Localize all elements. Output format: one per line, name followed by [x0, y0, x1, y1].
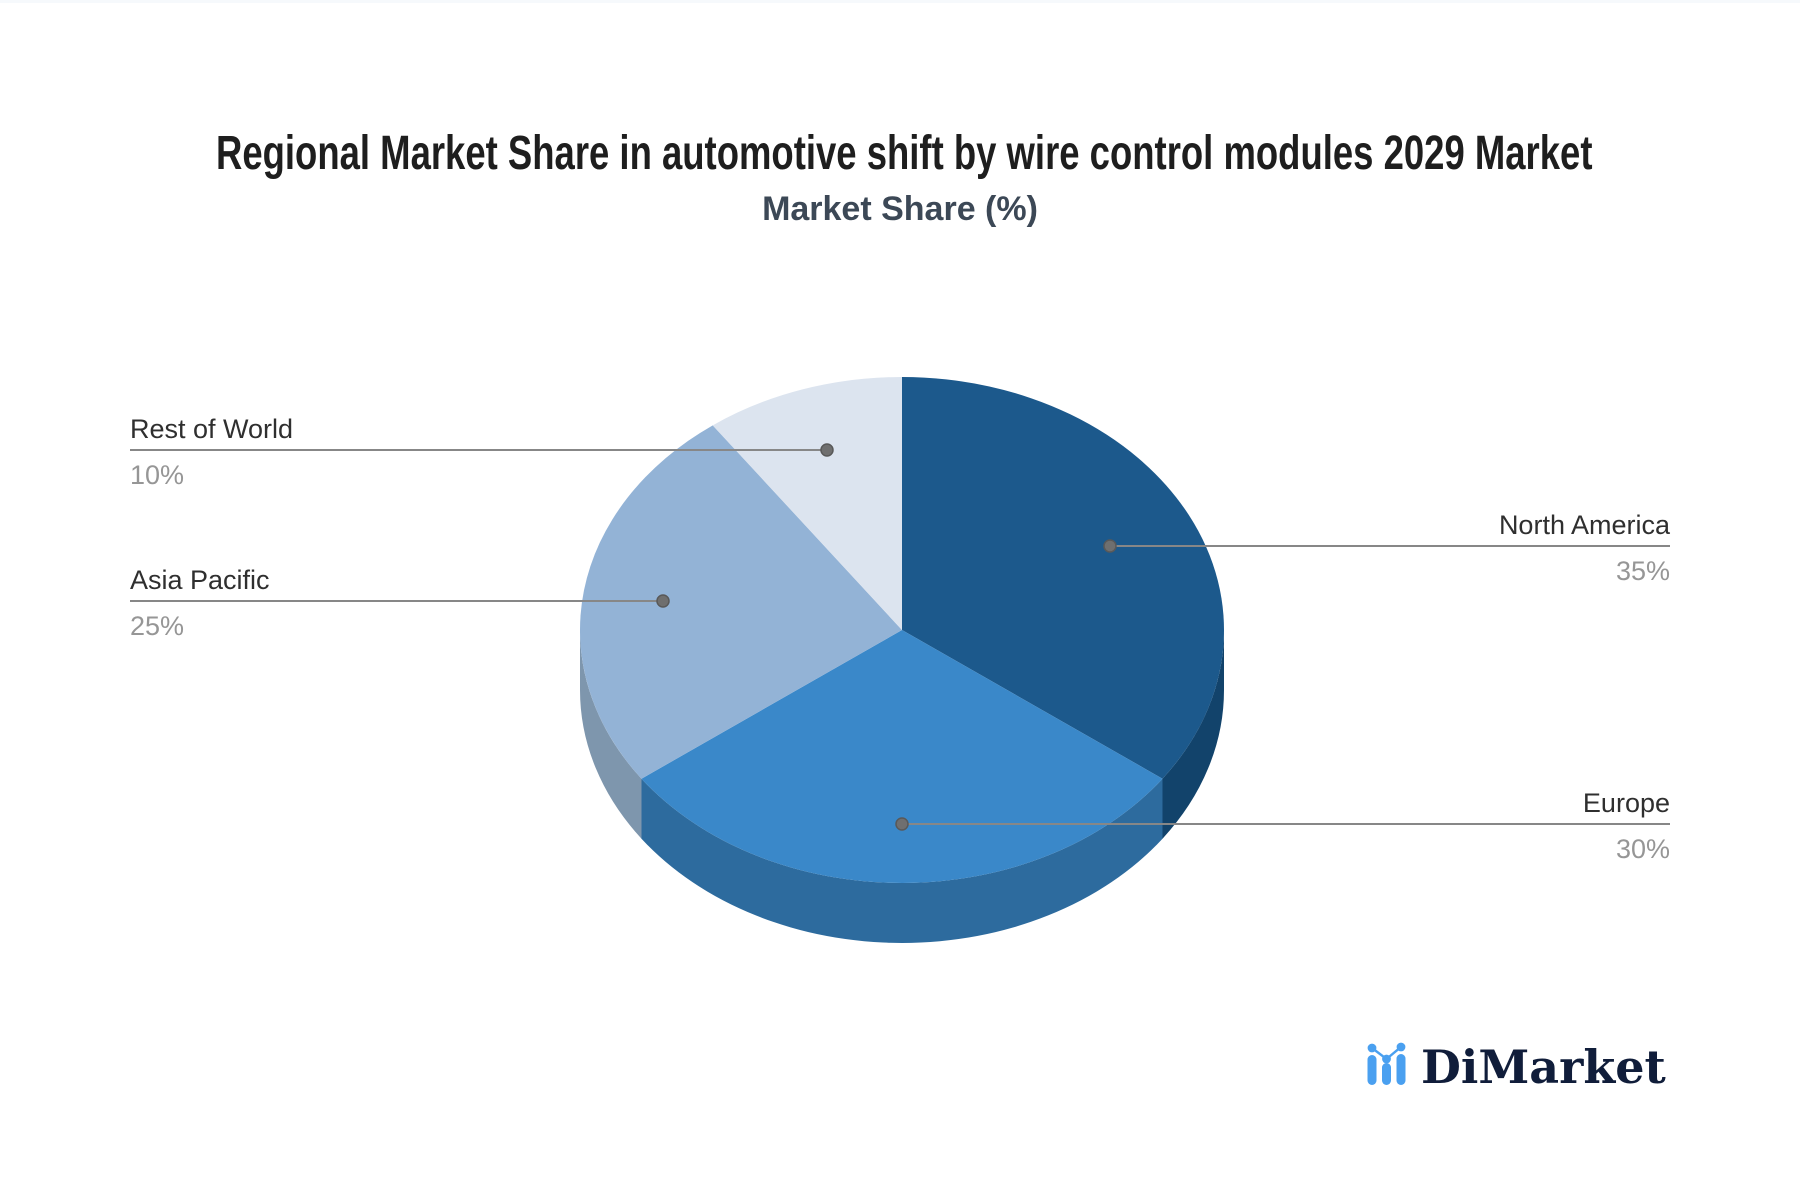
slice-percentage: 35% [1615, 556, 1670, 586]
slice-percentage: 30% [1615, 834, 1670, 864]
slice-label-asia-pacific: Asia Pacific 25% [130, 563, 270, 641]
leader-dot-europe [895, 817, 909, 831]
slice-name: North America [1498, 510, 1670, 540]
top-edge-divider [0, 0, 1800, 3]
slice-percentage: 10% [130, 460, 185, 490]
leader-dot-rest-of-world [820, 443, 834, 457]
pie-slice-side-europe [641, 778, 1163, 943]
leader-dot-asia-pacific [656, 594, 670, 608]
bar-line-chart-icon [1367, 1042, 1406, 1085]
slice-label-europe: Europe 30% [1583, 786, 1670, 864]
slice-name: Rest of World [130, 414, 294, 444]
pie-slice-side-asia-pacific [580, 630, 642, 839]
pie-slice-north-america[interactable] [902, 377, 1224, 779]
dimarket-logo[interactable]: DiMarket [1366, 1040, 1666, 1095]
leader-dot-north-america [1103, 539, 1117, 553]
logo-text: DiMarket [1421, 1040, 1666, 1095]
slice-label-north-america: North America 35% [1499, 508, 1670, 586]
slice-name: Asia Pacific [130, 565, 270, 595]
chart-title: Regional Market Share in automotive shif… [216, 127, 1593, 180]
pie-slice-side-north-america [1162, 630, 1224, 839]
slice-label-rest-of-world: Rest of World 10% [130, 412, 293, 490]
chart-subtitle: Market Share (%) [762, 190, 1038, 228]
pie-slice-rest-of-world[interactable] [712, 377, 902, 630]
slice-name: Europe [1582, 788, 1670, 818]
pie-slice-asia-pacific[interactable] [580, 425, 902, 779]
slice-percentage: 25% [130, 611, 185, 641]
pie-slice-europe[interactable] [641, 630, 1163, 883]
